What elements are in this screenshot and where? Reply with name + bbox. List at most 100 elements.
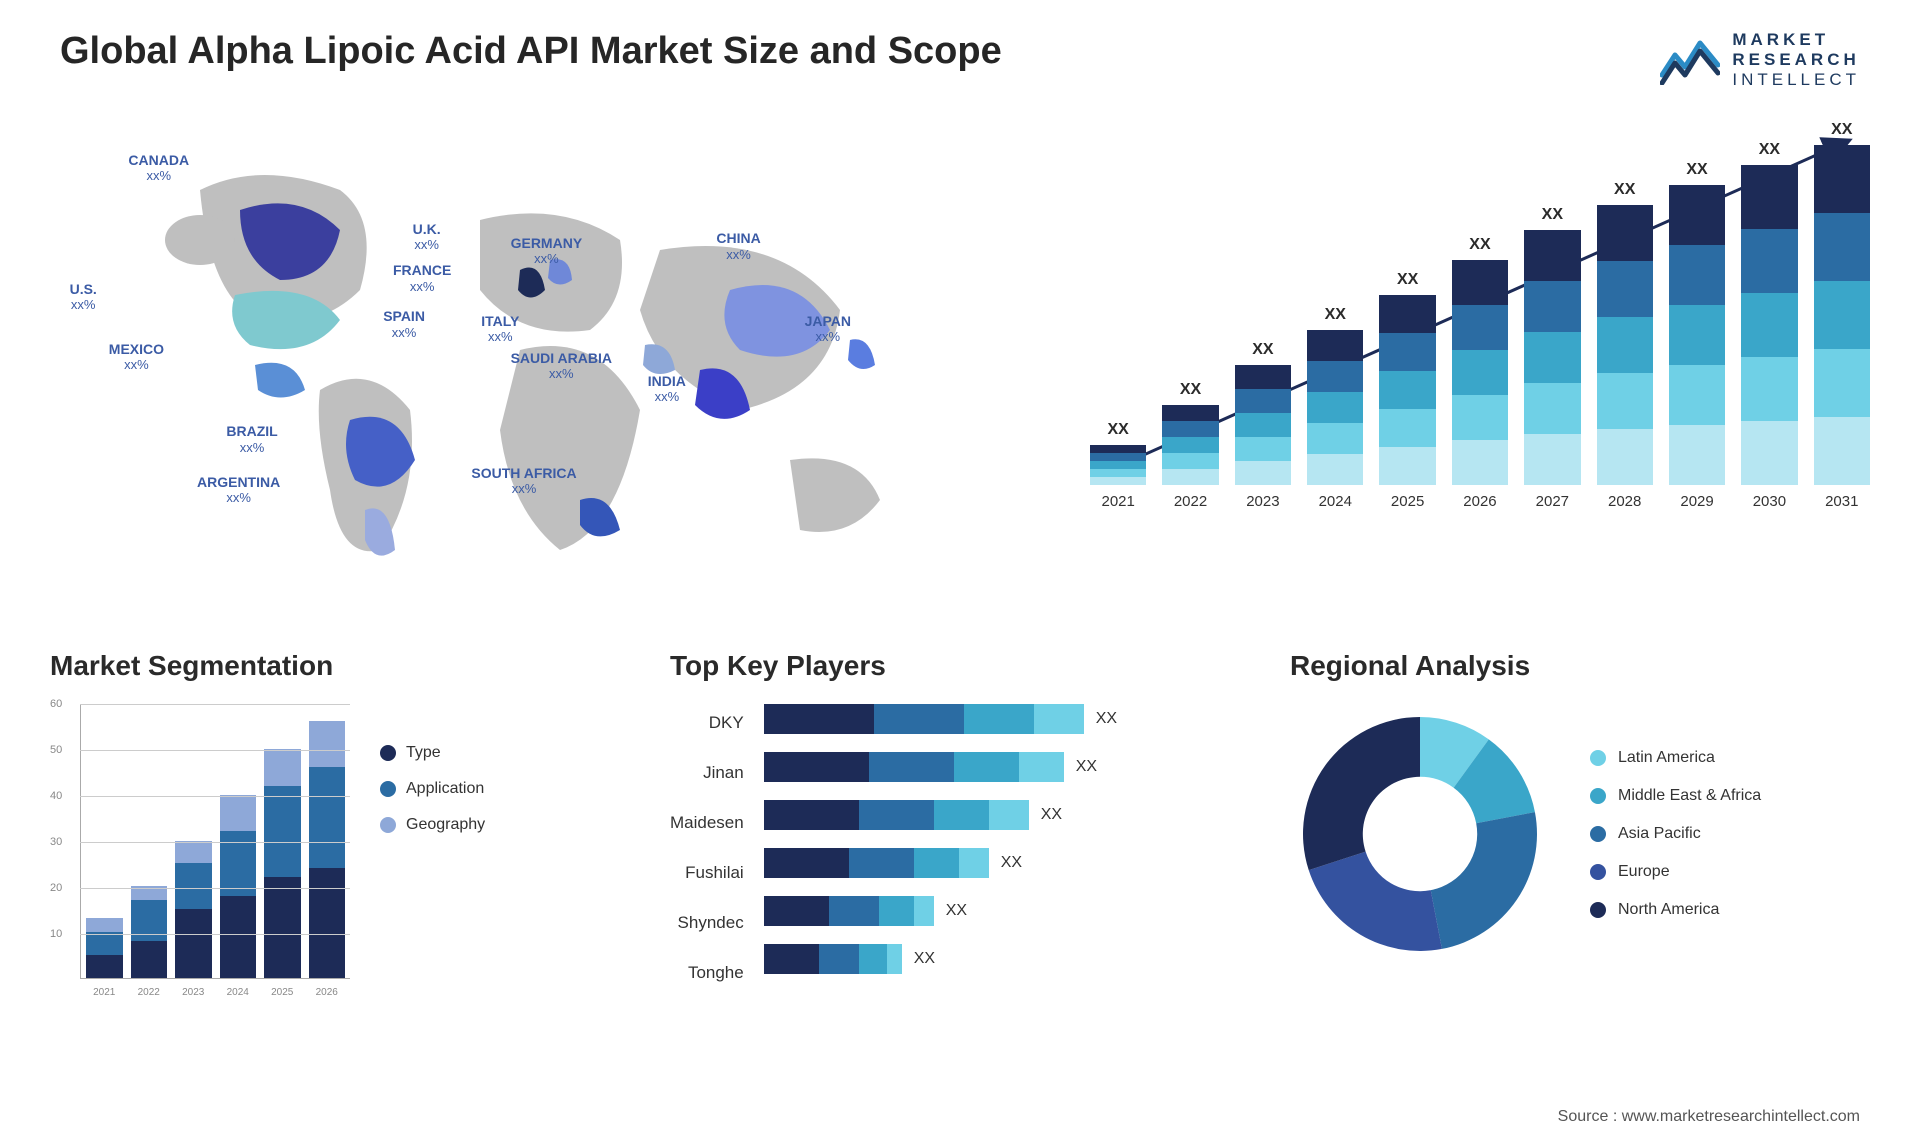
growth-bar: XX 2026 (1452, 236, 1508, 510)
growth-bar-value: XX (1108, 421, 1129, 439)
logo-line2: RESEARCH (1732, 50, 1860, 70)
seg-x-label: 2025 (264, 987, 301, 998)
map-label: CHINAxx% (716, 231, 760, 262)
player-name: Tonghe (688, 958, 744, 988)
growth-bar-value: XX (1397, 271, 1418, 289)
growth-x-label: 2027 (1536, 493, 1569, 510)
segmentation-section: Market Segmentation 20212022202320242025… (50, 650, 630, 1040)
seg-ytick: 50 (50, 744, 62, 756)
segmentation-chart: 202120222023202420252026 102030405060 (50, 704, 350, 1004)
seg-legend-item: Application (380, 780, 485, 798)
players-labels: DKYJinanMaidesenFushilaiShyndecTonghe (670, 704, 744, 988)
seg-bar: 2025 (264, 749, 301, 978)
map-label: MEXICOxx% (109, 342, 164, 373)
player-name: Shyndec (678, 908, 744, 938)
growth-bar: XX 2029 (1669, 161, 1725, 510)
player-value: XX (1041, 806, 1062, 824)
growth-bar: XX 2028 (1597, 181, 1653, 510)
regional-legend: Latin America Middle East & Africa Asia Pa… (1590, 749, 1761, 919)
page-title: Global Alpha Lipoic Acid API Market Size… (60, 30, 1002, 73)
growth-x-label: 2029 (1680, 493, 1713, 510)
player-value: XX (1001, 854, 1022, 872)
regional-section: Regional Analysis Latin America Middle Ea… (1290, 650, 1870, 1040)
growth-x-label: 2021 (1101, 493, 1134, 510)
growth-x-label: 2025 (1391, 493, 1424, 510)
seg-legend-item: Type (380, 744, 485, 762)
growth-bar-value: XX (1686, 161, 1707, 179)
growth-bar: XX 2021 (1090, 421, 1146, 510)
logo-line3: INTELLECT (1732, 70, 1860, 90)
regional-title: Regional Analysis (1290, 650, 1870, 682)
growth-bar: XX 2024 (1307, 306, 1363, 510)
donut-slice (1431, 812, 1537, 949)
seg-ytick: 60 (50, 698, 62, 710)
growth-bar-value: XX (1614, 181, 1635, 199)
growth-bar: XX 2027 (1524, 206, 1580, 510)
donut-slice (1309, 852, 1442, 951)
seg-x-label: 2024 (220, 987, 257, 998)
players-bars: XX XX XX XX XX XX (764, 704, 1250, 988)
map-label: SAUDI ARABIAxx% (511, 351, 612, 382)
region-legend-item: Latin America (1590, 749, 1761, 767)
player-bar-row: XX (764, 800, 1250, 830)
map-label: FRANCExx% (393, 263, 451, 294)
player-name: Jinan (703, 758, 744, 788)
growth-x-label: 2026 (1463, 493, 1496, 510)
player-value: XX (914, 950, 935, 968)
growth-x-label: 2024 (1319, 493, 1352, 510)
logo-line1: MARKET (1732, 30, 1860, 50)
seg-bar: 2022 (131, 886, 168, 978)
seg-bar: 2021 (86, 918, 123, 978)
region-legend-item: North America (1590, 901, 1761, 919)
segmentation-legend: Type Application Geography (380, 704, 485, 1004)
player-bar-row: XX (764, 944, 1250, 974)
map-label: SPAINxx% (383, 309, 425, 340)
player-bar-row: XX (764, 896, 1250, 926)
region-legend-item: Europe (1590, 863, 1761, 881)
growth-bar: XX 2022 (1162, 381, 1218, 510)
seg-ytick: 10 (50, 928, 62, 940)
growth-x-label: 2023 (1246, 493, 1279, 510)
seg-legend-item: Geography (380, 816, 485, 834)
growth-bar-value: XX (1542, 206, 1563, 224)
region-legend-item: Asia Pacific (1590, 825, 1761, 843)
seg-ytick: 40 (50, 790, 62, 802)
donut-slice (1303, 717, 1420, 870)
map-label: CANADAxx% (128, 153, 189, 184)
player-value: XX (1096, 710, 1117, 728)
player-bar-row: XX (764, 752, 1250, 782)
seg-x-label: 2021 (86, 987, 123, 998)
player-value: XX (946, 902, 967, 920)
growth-bar-value: XX (1325, 306, 1346, 324)
source-attribution: Source : www.marketresearchintellect.com (1558, 1108, 1860, 1126)
growth-x-label: 2028 (1608, 493, 1641, 510)
map-label: SOUTH AFRICAxx% (471, 466, 576, 497)
seg-ytick: 30 (50, 836, 62, 848)
player-bar-row: XX (764, 848, 1250, 878)
growth-x-label: 2022 (1174, 493, 1207, 510)
growth-x-label: 2031 (1825, 493, 1858, 510)
growth-x-label: 2030 (1753, 493, 1786, 510)
growth-bar-chart: XX 2021 XX 2022 XX 2023 XX 2024 XX 2025 XX 2026 XX 20… (1090, 130, 1870, 590)
growth-bar-value: XX (1252, 341, 1273, 359)
map-label: U.S.xx% (70, 282, 97, 313)
growth-bar: XX 2025 (1379, 271, 1435, 510)
region-legend-item: Middle East & Africa (1590, 787, 1761, 805)
growth-bar-value: XX (1759, 141, 1780, 159)
seg-x-label: 2022 (131, 987, 168, 998)
map-label: ITALYxx% (481, 314, 519, 345)
growth-bar: XX2031 (1814, 121, 1870, 510)
map-label: GERMANYxx% (511, 236, 583, 267)
map-label: ARGENTINAxx% (197, 475, 280, 506)
segmentation-title: Market Segmentation (50, 650, 630, 682)
player-bar-row: XX (764, 704, 1250, 734)
seg-bar: 2023 (175, 841, 212, 978)
seg-bar: 2024 (220, 795, 257, 978)
seg-x-label: 2023 (175, 987, 212, 998)
growth-bar-value: XX (1469, 236, 1490, 254)
growth-bar-value: XX (1180, 381, 1201, 399)
world-map: CANADAxx%U.S.xx%MEXICOxx%BRAZILxx%ARGENT… (50, 130, 1030, 590)
growth-bar: XX 2023 (1235, 341, 1291, 510)
brand-logo: MARKET RESEARCH INTELLECT (1660, 30, 1860, 90)
player-name: Maidesen (670, 808, 744, 838)
